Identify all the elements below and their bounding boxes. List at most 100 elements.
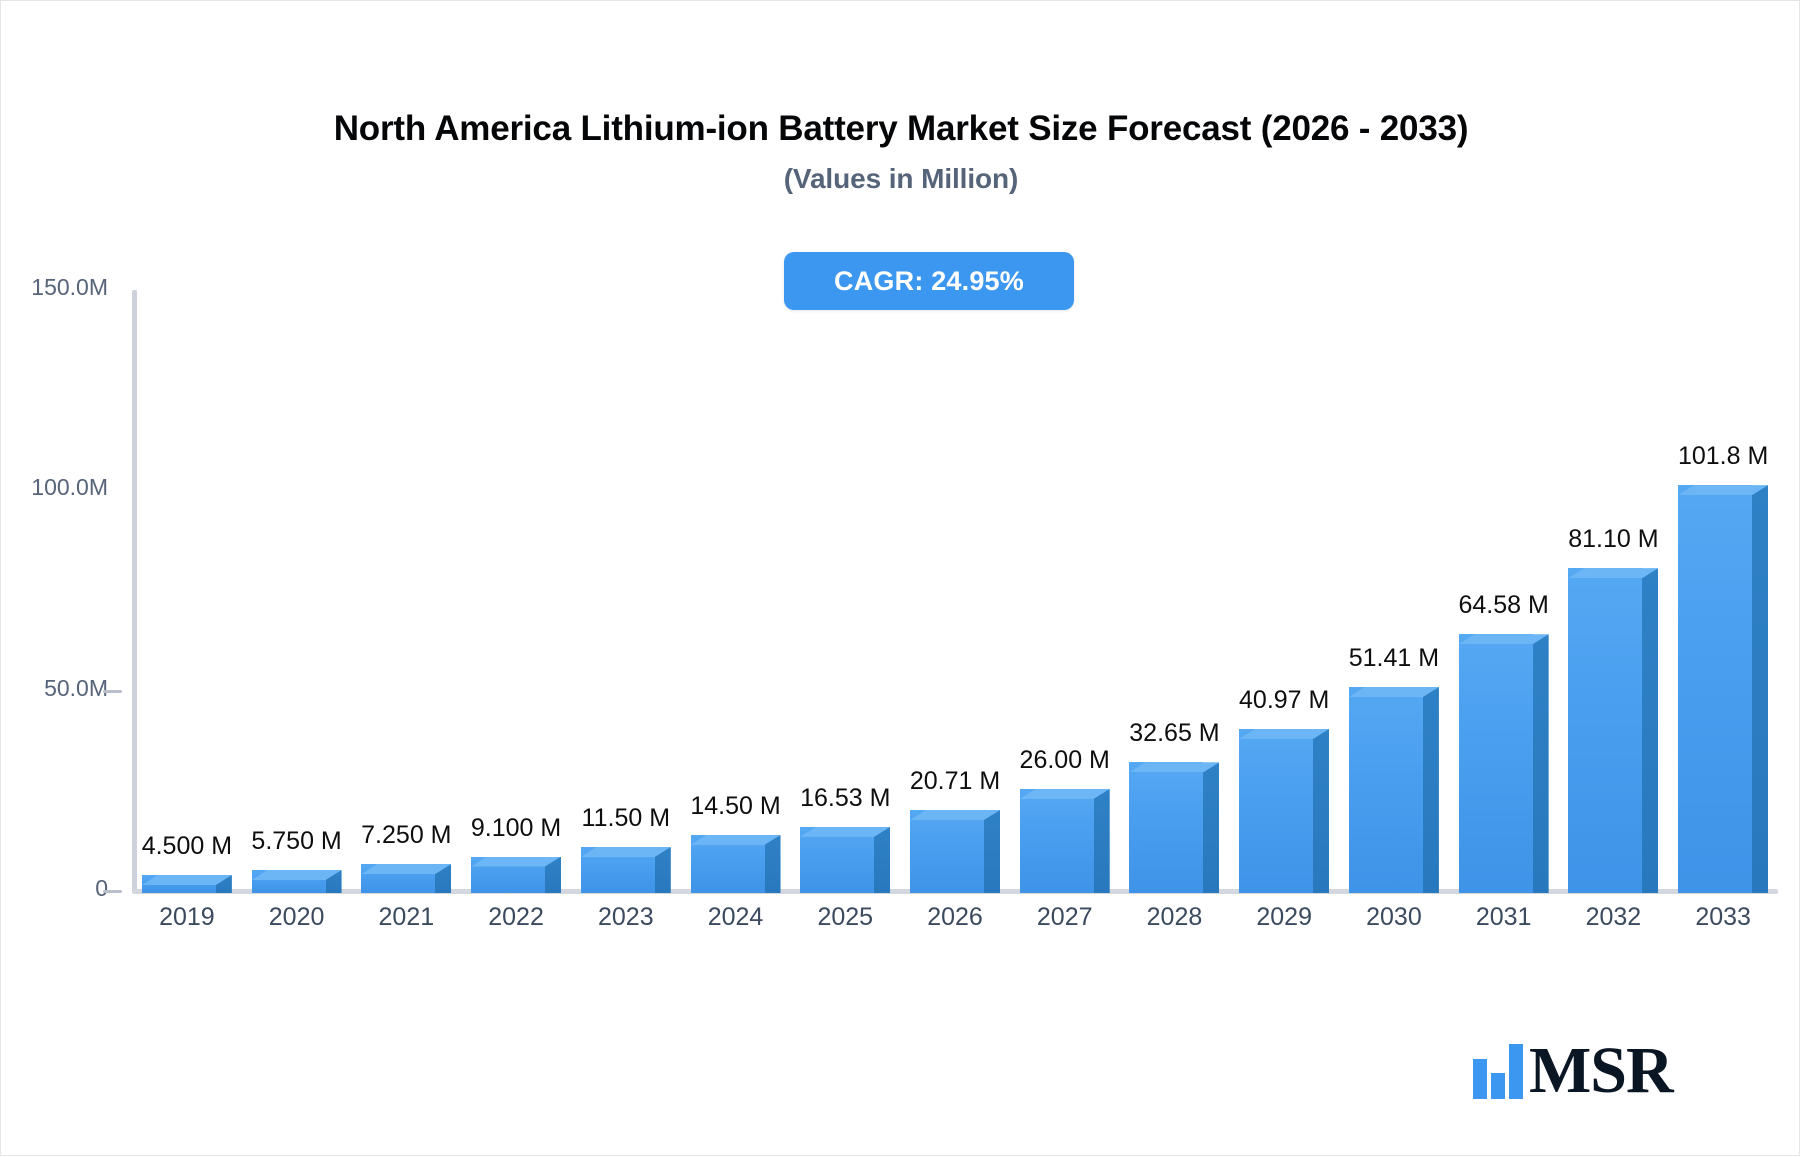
bar[interactable] xyxy=(1458,634,1549,893)
bar-column: 16.53 M xyxy=(800,292,910,893)
bar-column: 14.50 M xyxy=(690,292,801,893)
bar-front-face xyxy=(1458,634,1533,893)
bar-column: 101.8 M xyxy=(1678,292,1788,893)
bar-value-label: 7.250 M xyxy=(361,820,452,849)
x-axis-tick-label: 2032 xyxy=(1585,903,1642,931)
bar[interactable] xyxy=(1239,728,1330,893)
bar-column: 64.58 M xyxy=(1458,292,1569,893)
bar-top-face xyxy=(471,856,562,867)
bar-value-label: 51.41 M xyxy=(1348,644,1440,673)
bar[interactable] xyxy=(800,826,891,893)
x-axis-tick-label: 2030 xyxy=(1366,903,1422,931)
bar-column: 20.71 M xyxy=(910,292,1020,893)
bar-value-label: 14.50 M xyxy=(690,791,781,820)
bar[interactable] xyxy=(1129,762,1220,893)
y-axis-line xyxy=(132,290,137,892)
bar-value-label: 20.71 M xyxy=(909,767,1001,796)
bar-column: 7.250 M xyxy=(361,292,471,893)
bar-front-face xyxy=(1348,687,1423,893)
bar[interactable] xyxy=(910,810,1000,893)
bar-top-face xyxy=(580,846,671,857)
bar[interactable] xyxy=(1019,788,1110,893)
bar[interactable] xyxy=(471,856,562,893)
bar-column: 32.65 M xyxy=(1129,292,1239,893)
bar-top-face xyxy=(1348,687,1439,698)
y-axis-tick-label: 100.0M xyxy=(31,474,108,501)
bar[interactable] xyxy=(1348,687,1439,893)
bar-side-face xyxy=(1202,762,1220,893)
bar[interactable] xyxy=(251,869,342,893)
bar-value-label: 32.65 M xyxy=(1129,719,1220,748)
logo-text: MSR xyxy=(1529,1034,1674,1107)
x-axis-tick-label: 2021 xyxy=(378,903,435,931)
bar-front-face xyxy=(1239,728,1314,893)
bar[interactable] xyxy=(580,846,671,893)
y-axis-tick-label: 150.0M xyxy=(31,274,108,300)
bar-top-face xyxy=(141,874,232,885)
x-axis-tick-label: 2022 xyxy=(488,903,544,931)
cagr-badge: CAGR: 24.95% xyxy=(784,252,1074,310)
y-axis-ticks: 150.0M 100.0M 50.0M 0 xyxy=(1,1,122,1157)
page-title: North America Lithium-ion Battery Market… xyxy=(333,109,1469,148)
bar-top-face xyxy=(1129,762,1220,773)
bar-column: 11.50 M xyxy=(580,292,691,893)
bar-side-face xyxy=(1421,687,1439,893)
bar-side-face xyxy=(544,856,562,893)
x-axis-tick-label: 2029 xyxy=(1256,903,1312,931)
bar-column: 5.750 M xyxy=(251,292,362,893)
bar-top-face xyxy=(1568,568,1659,579)
bar-value-label: 16.53 M xyxy=(800,783,891,812)
x-axis-tick-label: 2025 xyxy=(817,903,874,931)
bar[interactable] xyxy=(141,874,232,893)
bar-side-face xyxy=(1312,728,1330,893)
bar-column: 81.10 M xyxy=(1568,292,1678,893)
bar-top-face xyxy=(1678,485,1769,496)
x-axis-tick-label: 2019 xyxy=(159,903,215,931)
bar-value-label: 81.10 M xyxy=(1568,525,1659,554)
y-axis-tick-label: 0 xyxy=(95,875,108,901)
bar-top-face xyxy=(251,869,342,880)
chart-subtitle: (Values in Million) xyxy=(783,163,1019,195)
bar-column: 26.00 M xyxy=(1020,292,1130,893)
x-axis-tick-label: 2027 xyxy=(1036,903,1093,931)
bar-side-face xyxy=(1751,485,1769,893)
bar[interactable] xyxy=(361,863,452,893)
bar-front-face xyxy=(1568,568,1643,893)
bar-front-face xyxy=(1019,788,1094,893)
bar-side-face xyxy=(873,826,891,893)
bar[interactable] xyxy=(1678,485,1769,893)
bar-side-face xyxy=(763,834,781,893)
bar-column: 40.97 M xyxy=(1239,292,1349,893)
bar-front-face xyxy=(800,826,875,893)
bar-top-face xyxy=(910,810,1000,821)
bar-side-face xyxy=(983,810,1000,893)
bar-side-face xyxy=(1092,788,1110,893)
bar-front-face xyxy=(910,810,984,893)
bar-value-label: 4.500 M xyxy=(141,831,233,860)
x-axis-tick-label: 2020 xyxy=(268,903,325,931)
title-block: North America Lithium-ion Battery Market… xyxy=(1,109,1800,195)
y-axis-tick-mark xyxy=(103,890,122,893)
bar-top-face xyxy=(690,834,781,845)
y-axis-tick-mark xyxy=(103,689,122,693)
x-axis-tick-label: 2033 xyxy=(1695,903,1751,931)
bar-value-label: 11.50 M xyxy=(581,803,671,832)
bar-column: 4.500 M xyxy=(142,292,252,893)
bar-top-face xyxy=(1019,788,1110,799)
bar-top-face xyxy=(800,826,891,837)
bar[interactable] xyxy=(690,834,781,893)
bar-value-label: 5.750 M xyxy=(251,826,342,855)
bar-column: 51.41 M xyxy=(1349,292,1459,893)
x-axis-ticks: 2019 2020 2021 2022 2023 2024 2025 2026 2027 2028… xyxy=(132,903,1778,943)
bar-top-face xyxy=(1458,634,1549,645)
bar-value-label: 101.8 M xyxy=(1677,442,1769,471)
x-axis-tick-label: 2028 xyxy=(1146,903,1203,931)
bar-side-face xyxy=(1641,568,1659,893)
msr-logo: MSR xyxy=(1473,1034,1674,1107)
plot-area: 4.500 M 5.750 M 7.250 M 9.100 M 11.50 M 14.50… xyxy=(132,290,1778,894)
bar-value-label: 26.00 M xyxy=(1019,745,1110,774)
bar-front-face xyxy=(1678,485,1753,893)
x-axis-tick-label: 2024 xyxy=(707,903,764,931)
bar[interactable] xyxy=(1568,568,1659,893)
bar-side-face xyxy=(653,846,671,893)
